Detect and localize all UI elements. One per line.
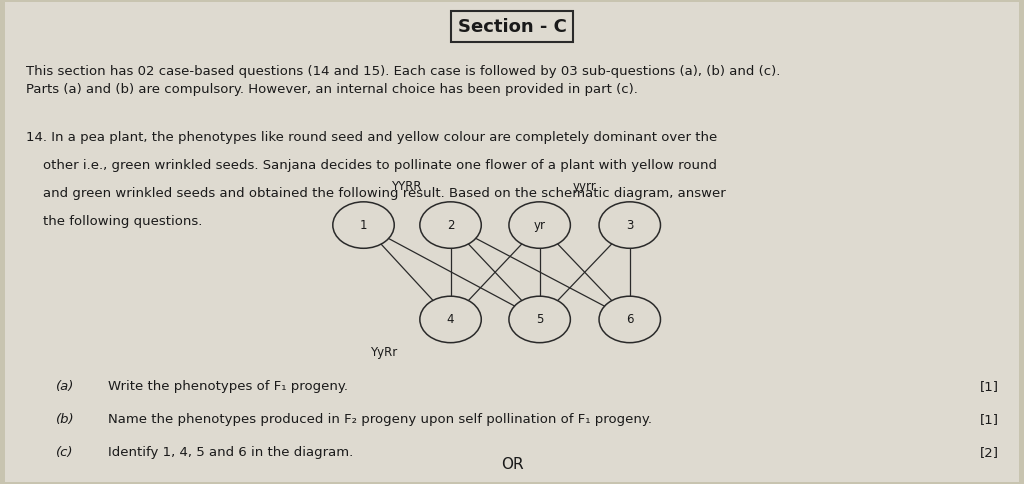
Ellipse shape xyxy=(509,202,570,248)
Text: [2]: [2] xyxy=(979,446,998,459)
Ellipse shape xyxy=(420,296,481,343)
Text: OR: OR xyxy=(501,457,523,472)
Text: 5: 5 xyxy=(536,313,544,326)
Ellipse shape xyxy=(599,296,660,343)
Text: Section - C: Section - C xyxy=(458,17,566,36)
Text: the following questions.: the following questions. xyxy=(26,215,202,228)
Text: Identify 1, 4, 5 and 6 in the diagram.: Identify 1, 4, 5 and 6 in the diagram. xyxy=(108,446,353,459)
Text: 3: 3 xyxy=(626,219,634,231)
Text: 14. In a pea plant, the phenotypes like round seed and yellow colour are complet: 14. In a pea plant, the phenotypes like … xyxy=(26,131,717,144)
Text: YyRr: YyRr xyxy=(371,346,397,359)
Ellipse shape xyxy=(509,296,570,343)
Text: 4: 4 xyxy=(446,313,455,326)
Text: 2: 2 xyxy=(446,219,455,231)
Text: yr: yr xyxy=(534,219,546,231)
Text: Write the phenotypes of F₁ progeny.: Write the phenotypes of F₁ progeny. xyxy=(108,380,347,393)
Text: This section has 02 case-based questions (14 and 15). Each case is followed by 0: This section has 02 case-based questions… xyxy=(26,65,780,96)
Text: other i.e., green wrinkled seeds. Sanjana decides to pollinate one flower of a p: other i.e., green wrinkled seeds. Sanjan… xyxy=(26,159,717,172)
Text: 6: 6 xyxy=(626,313,634,326)
Ellipse shape xyxy=(420,202,481,248)
FancyBboxPatch shape xyxy=(5,2,1019,482)
Text: Name the phenotypes produced in F₂ progeny upon self pollination of F₁ progeny.: Name the phenotypes produced in F₂ proge… xyxy=(108,413,651,426)
Text: and green wrinkled seeds and obtained the following result. Based on the schemat: and green wrinkled seeds and obtained th… xyxy=(26,187,725,200)
Text: (a): (a) xyxy=(56,380,75,393)
Ellipse shape xyxy=(599,202,660,248)
Text: 1: 1 xyxy=(359,219,368,231)
Text: (b): (b) xyxy=(56,413,75,426)
Text: (c): (c) xyxy=(56,446,74,459)
Text: [1]: [1] xyxy=(979,413,998,426)
Ellipse shape xyxy=(333,202,394,248)
Text: yyrr: yyrr xyxy=(572,180,597,193)
Text: [1]: [1] xyxy=(979,380,998,393)
Text: YYRR: YYRR xyxy=(391,180,422,193)
